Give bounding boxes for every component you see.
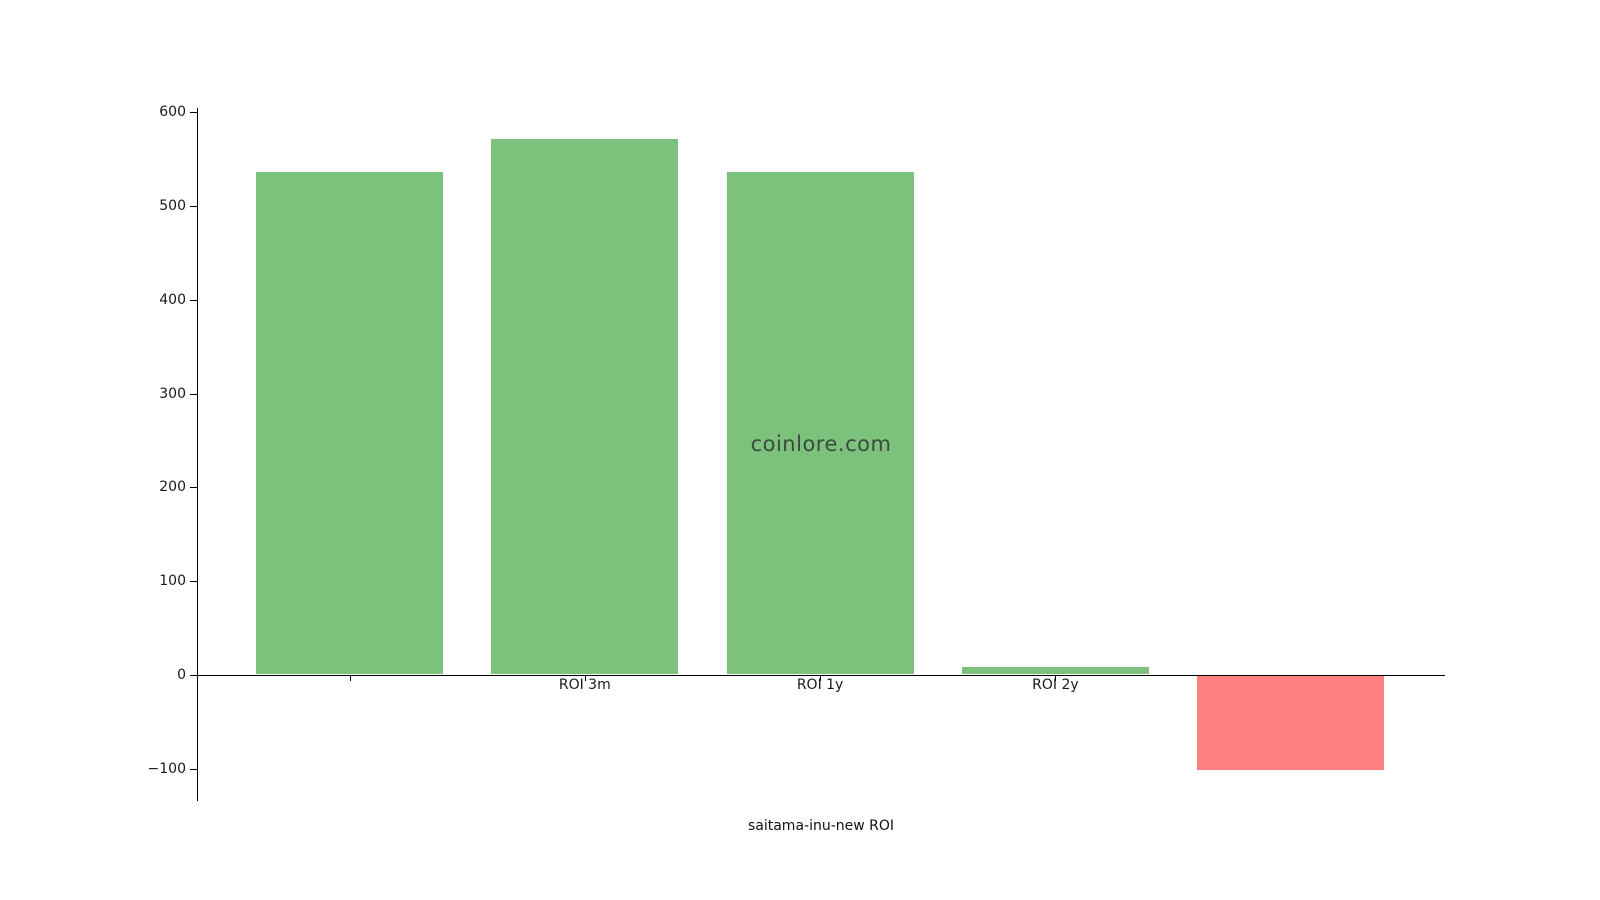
y-tick <box>190 299 197 301</box>
y-tick <box>190 768 197 770</box>
y-tick <box>190 487 197 489</box>
y-tick-label: 400 <box>159 291 186 308</box>
y-tick <box>190 581 197 583</box>
y-tick <box>190 393 197 395</box>
bar-series-4 <box>1197 676 1385 770</box>
x-tick-label: ROI 1y <box>796 677 844 693</box>
bar-series-0 <box>256 172 443 674</box>
y-tick-label: 500 <box>159 198 186 214</box>
y-tick-label: 100 <box>159 573 186 590</box>
y-tick <box>190 112 197 114</box>
x-tick <box>1055 675 1057 681</box>
bar-roi-3m <box>491 139 679 674</box>
y-tick-label: 300 <box>159 385 186 402</box>
x-tick-label: ROI 2y <box>1032 677 1079 693</box>
y-tick-label: 0 <box>177 667 186 683</box>
y-tick <box>190 675 197 676</box>
y-tick-label: 600 <box>159 104 186 121</box>
y-axis-spine <box>197 108 198 801</box>
chart-title: saitama-inu-new ROI <box>747 818 895 834</box>
y-tick-label: −100 <box>147 760 186 777</box>
watermark-text: coinlore.com <box>750 432 892 456</box>
x-tick <box>349 675 351 681</box>
x-tick-label: ROI 3m <box>558 677 611 693</box>
y-tick-label: 200 <box>159 479 186 496</box>
bar-roi-2y <box>961 667 1149 674</box>
bar-roi-1y <box>726 172 914 674</box>
y-tick <box>190 206 197 207</box>
x-tick <box>820 675 822 681</box>
x-tick <box>584 675 586 681</box>
